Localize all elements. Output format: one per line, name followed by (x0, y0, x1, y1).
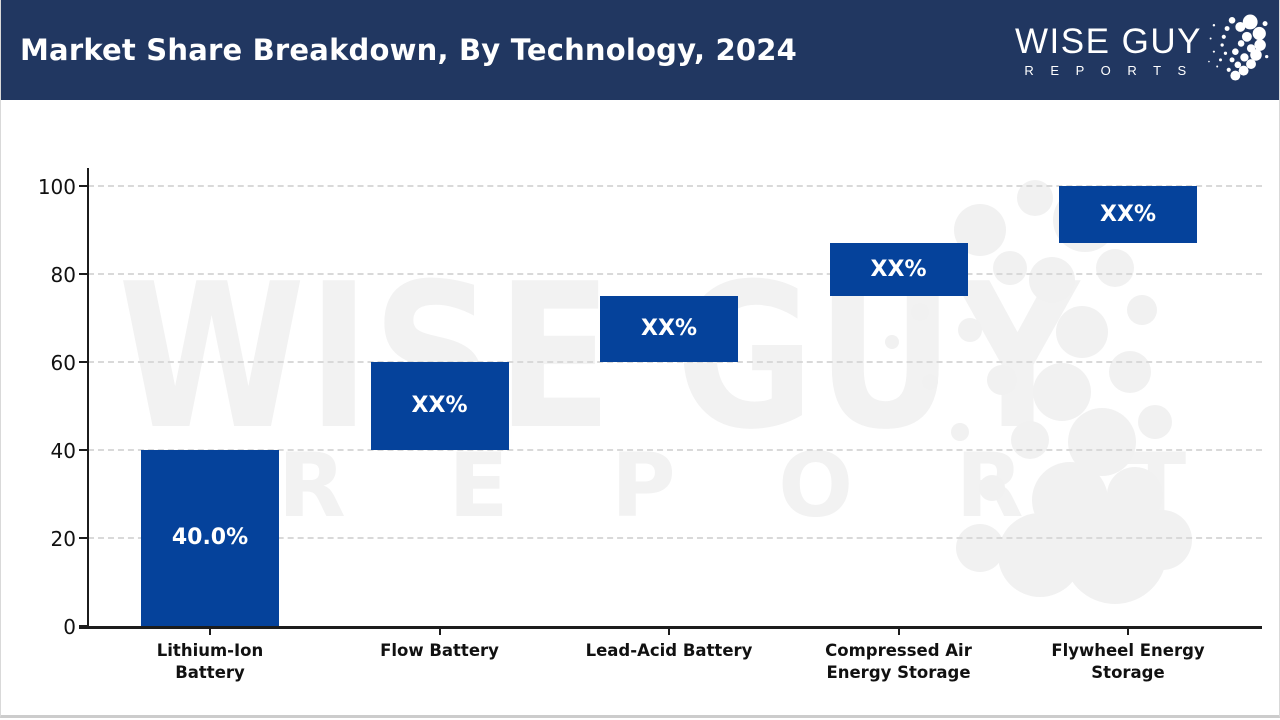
header-bar: Market Share Breakdown, By Technology, 2… (0, 0, 1280, 100)
y-tick-label-100: 100 (37, 175, 76, 199)
y-tick-label-40: 40 (50, 439, 76, 463)
y-tick-60 (79, 361, 88, 363)
waterfall-chart: 0 20 40 60 80 100 40.0% Lithium-Ion Battery XX% F… (0, 100, 1280, 717)
brand-dotted-face-icon (1208, 14, 1269, 81)
y-tick-20 (79, 537, 88, 539)
gridline-100 (88, 185, 1262, 187)
bar-value-label-lead-acid-battery: XX% (641, 316, 697, 341)
y-tick-label-60: 60 (50, 351, 76, 375)
y-tick-100 (79, 185, 88, 187)
x-tick-label-compressed-air-energy-storage: Compressed Air Energy Storage (825, 641, 972, 682)
x-tick-flywheel-energy-storage (1127, 629, 1129, 635)
y-tick-40 (79, 449, 88, 451)
chart-title: Market Share Breakdown, By Technology, 2… (20, 33, 798, 67)
x-tick-label-lead-acid-battery: Lead-Acid Battery (585, 641, 753, 660)
brand-logo-text: WISE GUY R E P O R T S (1015, 24, 1202, 77)
bar-value-label-compressed-air-energy-storage: XX% (870, 256, 927, 282)
y-tick-80 (79, 273, 88, 275)
gridline-80 (88, 273, 1262, 275)
brand-logo: WISE GUY R E P O R T S (1015, 0, 1270, 100)
bar-value-label-lithium-ion-battery: 40.0% (171, 525, 249, 550)
x-tick-flow-battery (438, 629, 441, 635)
bar-value-label-flow-battery: XX% (411, 393, 468, 418)
bar-flow-battery (370, 362, 509, 450)
bar-value-label-flywheel-energy-storage: XX% (1100, 201, 1156, 227)
gridline-60 (88, 361, 1262, 363)
x-axis-line (79, 626, 1262, 629)
y-tick-label-80: 80 (50, 263, 76, 287)
x-tick-lithium-ion-battery (209, 629, 211, 635)
y-tick-label-0: 0 (63, 615, 76, 639)
gridline-20 (88, 537, 1262, 539)
x-tick-label-flow-battery: Flow Battery (380, 641, 499, 660)
bar-lead-acid-battery (600, 296, 738, 362)
x-tick-label-flywheel-energy-storage: Flywheel Energy Storage (1051, 641, 1205, 682)
x-tick-label-lithium-ion-battery: Lithium-Ion Battery (156, 641, 264, 682)
y-axis-line (87, 168, 89, 629)
gridline-40 (88, 449, 1262, 451)
x-tick-compressed-air-energy-storage (897, 629, 900, 635)
brand-name: WISE GUY (1014, 21, 1202, 61)
bar-lithium-ion-battery (141, 450, 279, 626)
x-tick-lead-acid-battery (668, 629, 670, 635)
y-tick-label-20: 20 (50, 527, 76, 551)
brand-subtitle: R E P O R T S (1024, 62, 1193, 78)
